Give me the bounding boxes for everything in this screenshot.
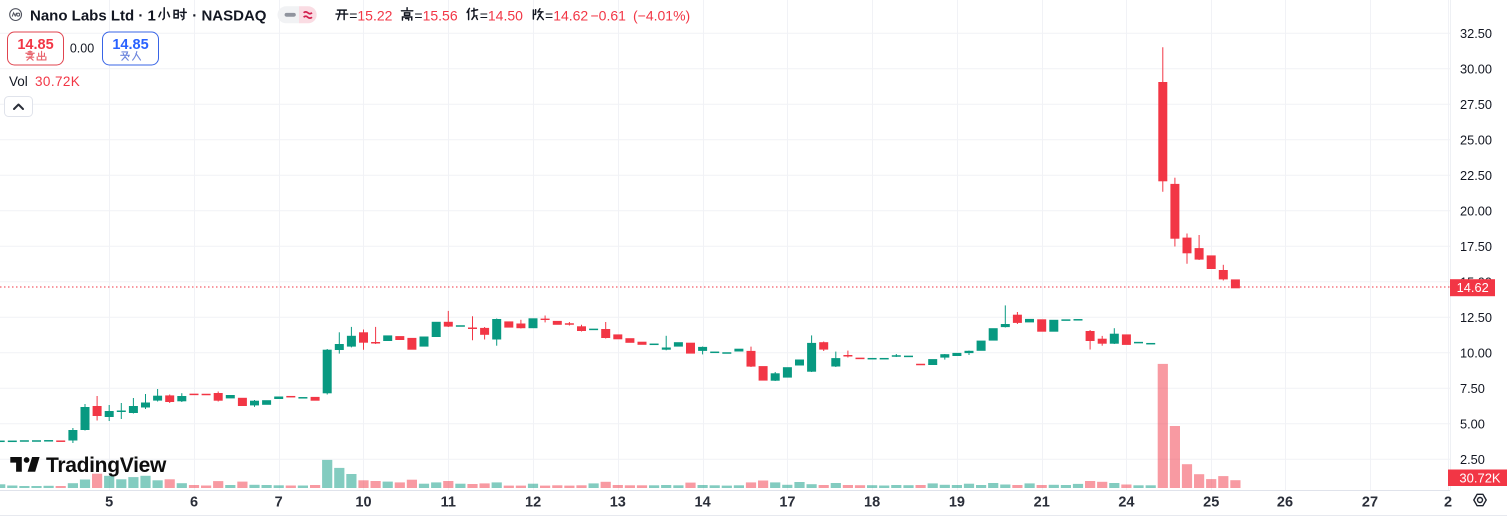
svg-text:19: 19 xyxy=(949,495,965,511)
svg-text:25: 25 xyxy=(1203,495,1219,511)
svg-text:24: 24 xyxy=(1118,495,1134,511)
svg-text:18: 18 xyxy=(864,495,880,511)
svg-text:0.00: 0.00 xyxy=(70,42,94,56)
svg-text:−0.61: −0.61 xyxy=(591,7,627,23)
svg-text:30.00: 30.00 xyxy=(1460,62,1492,77)
svg-text:15.56: 15.56 xyxy=(423,7,458,23)
svg-text:30.72K: 30.72K xyxy=(35,74,80,89)
svg-text:5.00: 5.00 xyxy=(1460,417,1485,432)
svg-text:(−4.01%): (−4.01%) xyxy=(633,7,690,23)
svg-text:14: 14 xyxy=(695,495,711,511)
svg-text:27.50: 27.50 xyxy=(1460,97,1492,112)
svg-text:20.00: 20.00 xyxy=(1460,204,1492,219)
svg-text:11: 11 xyxy=(441,495,456,511)
svg-text:15.22: 15.22 xyxy=(357,7,392,23)
svg-text:12: 12 xyxy=(525,495,541,511)
svg-text:14.62: 14.62 xyxy=(1457,280,1489,295)
svg-text:14.85: 14.85 xyxy=(17,37,53,53)
svg-text:2: 2 xyxy=(1444,495,1452,511)
svg-text:5: 5 xyxy=(105,495,113,511)
svg-text:2.50: 2.50 xyxy=(1460,452,1485,467)
svg-text:22.50: 22.50 xyxy=(1460,168,1492,183)
svg-text:17: 17 xyxy=(779,495,795,511)
svg-text:TradingView: TradingView xyxy=(46,454,167,477)
svg-text:Vol: Vol xyxy=(9,74,28,89)
svg-text:13: 13 xyxy=(610,495,626,511)
svg-text:=: = xyxy=(349,7,357,23)
svg-text:Nano Labs Ltd · 1: Nano Labs Ltd · 1 xyxy=(30,7,156,24)
svg-text:10: 10 xyxy=(355,495,371,511)
svg-text:· NASDAQ: · NASDAQ xyxy=(192,7,266,24)
svg-text:6: 6 xyxy=(190,495,198,511)
svg-text:25.00: 25.00 xyxy=(1460,133,1492,148)
svg-text:=: = xyxy=(545,7,553,23)
svg-text:14.50: 14.50 xyxy=(488,7,523,23)
svg-text:7.50: 7.50 xyxy=(1460,381,1485,396)
svg-text:17.50: 17.50 xyxy=(1460,239,1492,254)
svg-text:14.62: 14.62 xyxy=(553,7,588,23)
svg-text:32.50: 32.50 xyxy=(1460,26,1492,41)
svg-text:26: 26 xyxy=(1277,495,1293,511)
svg-text:7: 7 xyxy=(275,495,283,511)
svg-text:=: = xyxy=(414,7,422,23)
svg-text:30.72K: 30.72K xyxy=(1459,470,1501,485)
svg-text:10.00: 10.00 xyxy=(1460,346,1492,361)
svg-text:14.85: 14.85 xyxy=(112,37,148,53)
svg-text:=: = xyxy=(480,7,488,23)
svg-text:21: 21 xyxy=(1034,495,1050,511)
svg-text:12.50: 12.50 xyxy=(1460,310,1492,325)
svg-text:27: 27 xyxy=(1362,495,1378,511)
